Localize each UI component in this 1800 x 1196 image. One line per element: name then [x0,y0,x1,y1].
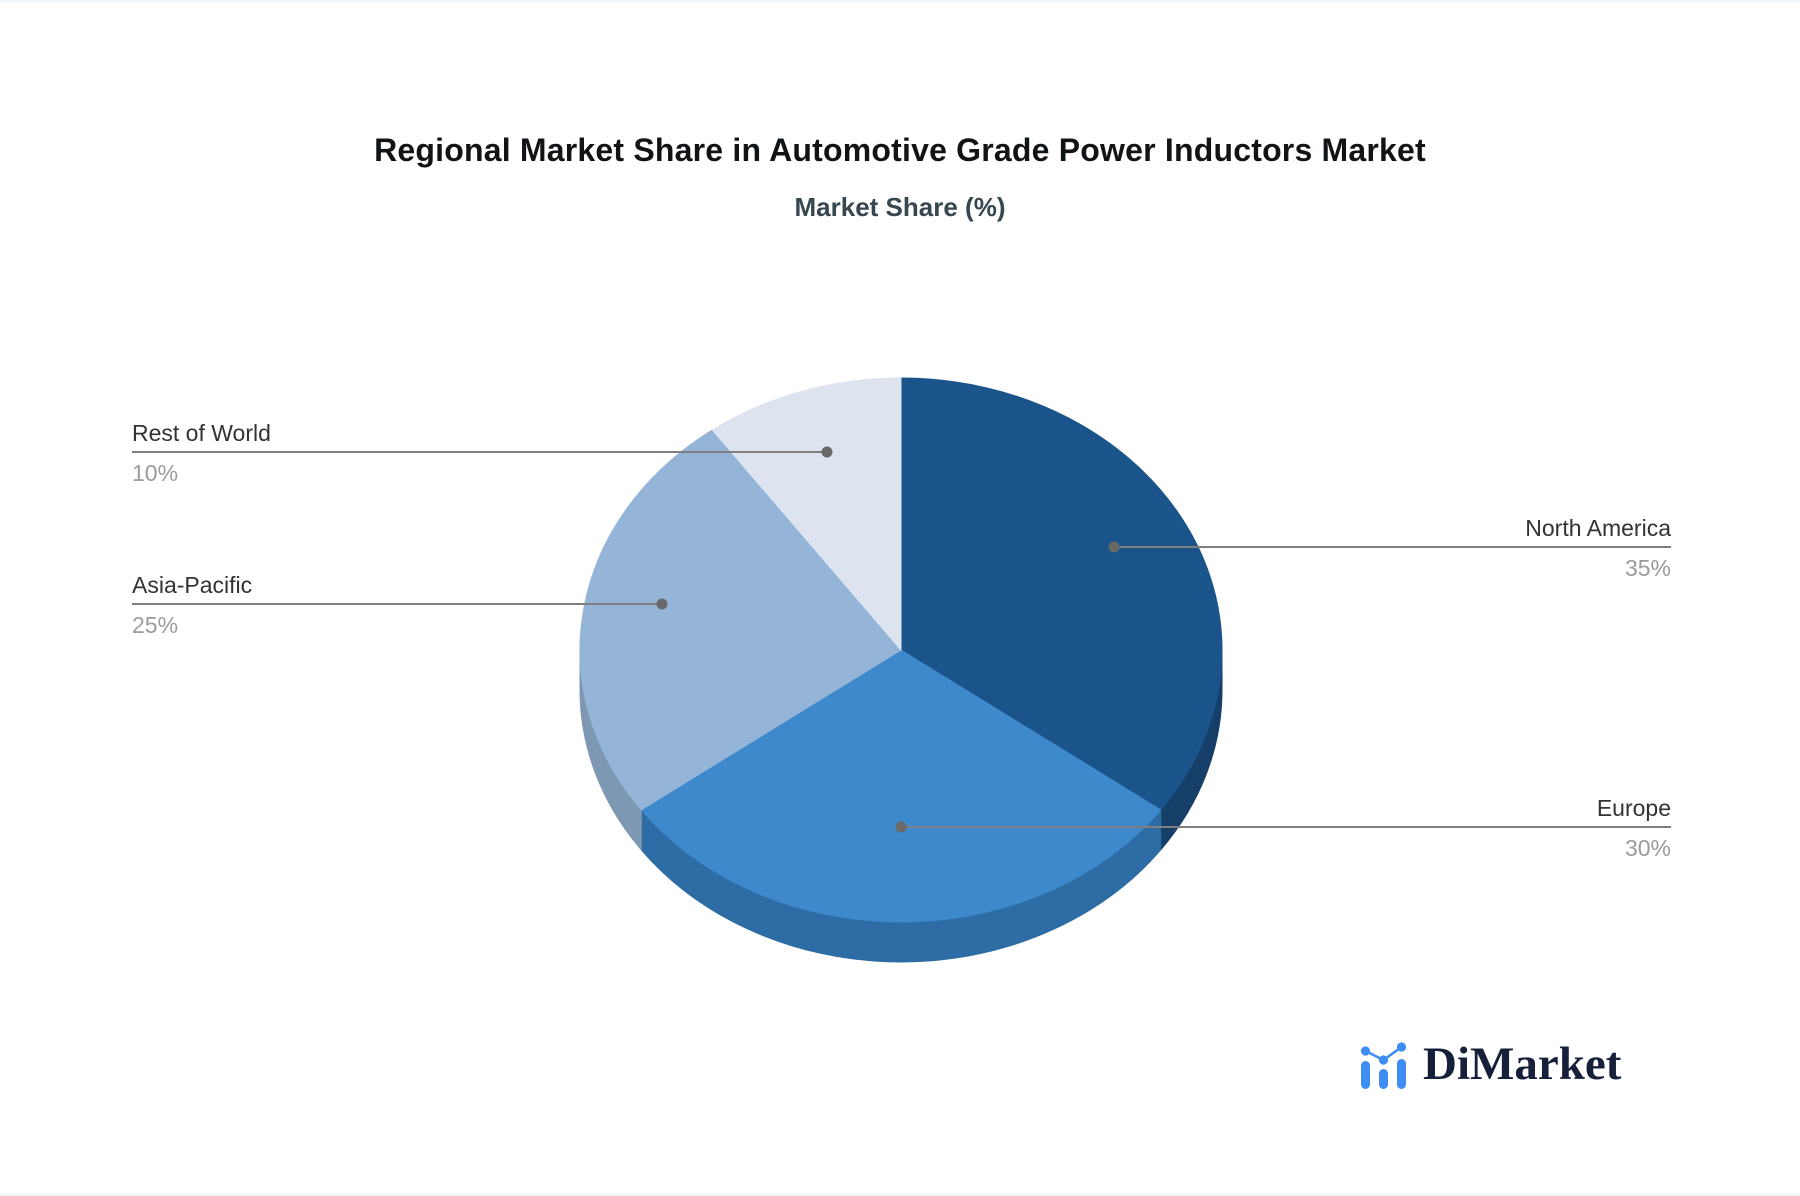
callout-north-america: North America 35% [1525,515,1671,582]
callout-dot-north-america [1108,541,1120,553]
slice-percent: 30% [1624,835,1671,861]
slice-label: North America [1525,515,1671,541]
slice-percent: 25% [132,612,179,638]
callout-dot-europe [895,821,907,833]
callout-asia-pacific: Asia-Pacific 25% [132,572,252,639]
dimarket-logo: DiMarket [1360,1038,1621,1090]
bar-line-chart-icon [1360,1042,1407,1089]
pie-slice-rest-of-world[interactable] [711,377,902,652]
logo-text: DiMarket [1423,1038,1622,1090]
callout-rest-of-world: Rest of World 10% [132,420,271,487]
pie-slice-asia-pacific[interactable] [579,429,902,811]
callout-dot-asia-pacific [656,598,668,610]
bottom-edge-strip [0,1193,1800,1196]
callout-dot-rest-of-world [821,446,833,458]
chart-subtitle: Market Share (%) [794,192,1006,222]
slice-percent: 10% [132,460,179,486]
chart-title: Regional Market Share in Automotive Grad… [374,132,1426,168]
slice-label: Europe [1596,795,1671,821]
slice-percent: 35% [1624,555,1671,581]
pie-slice-europe[interactable] [640,649,1162,923]
slice-label: Asia-Pacific [132,572,253,598]
top-edge-strip [0,0,1800,3]
slice-label: Rest of World [132,420,271,446]
callout-europe: Europe 30% [1597,795,1671,862]
pie-slice-north-america[interactable] [900,377,1223,811]
